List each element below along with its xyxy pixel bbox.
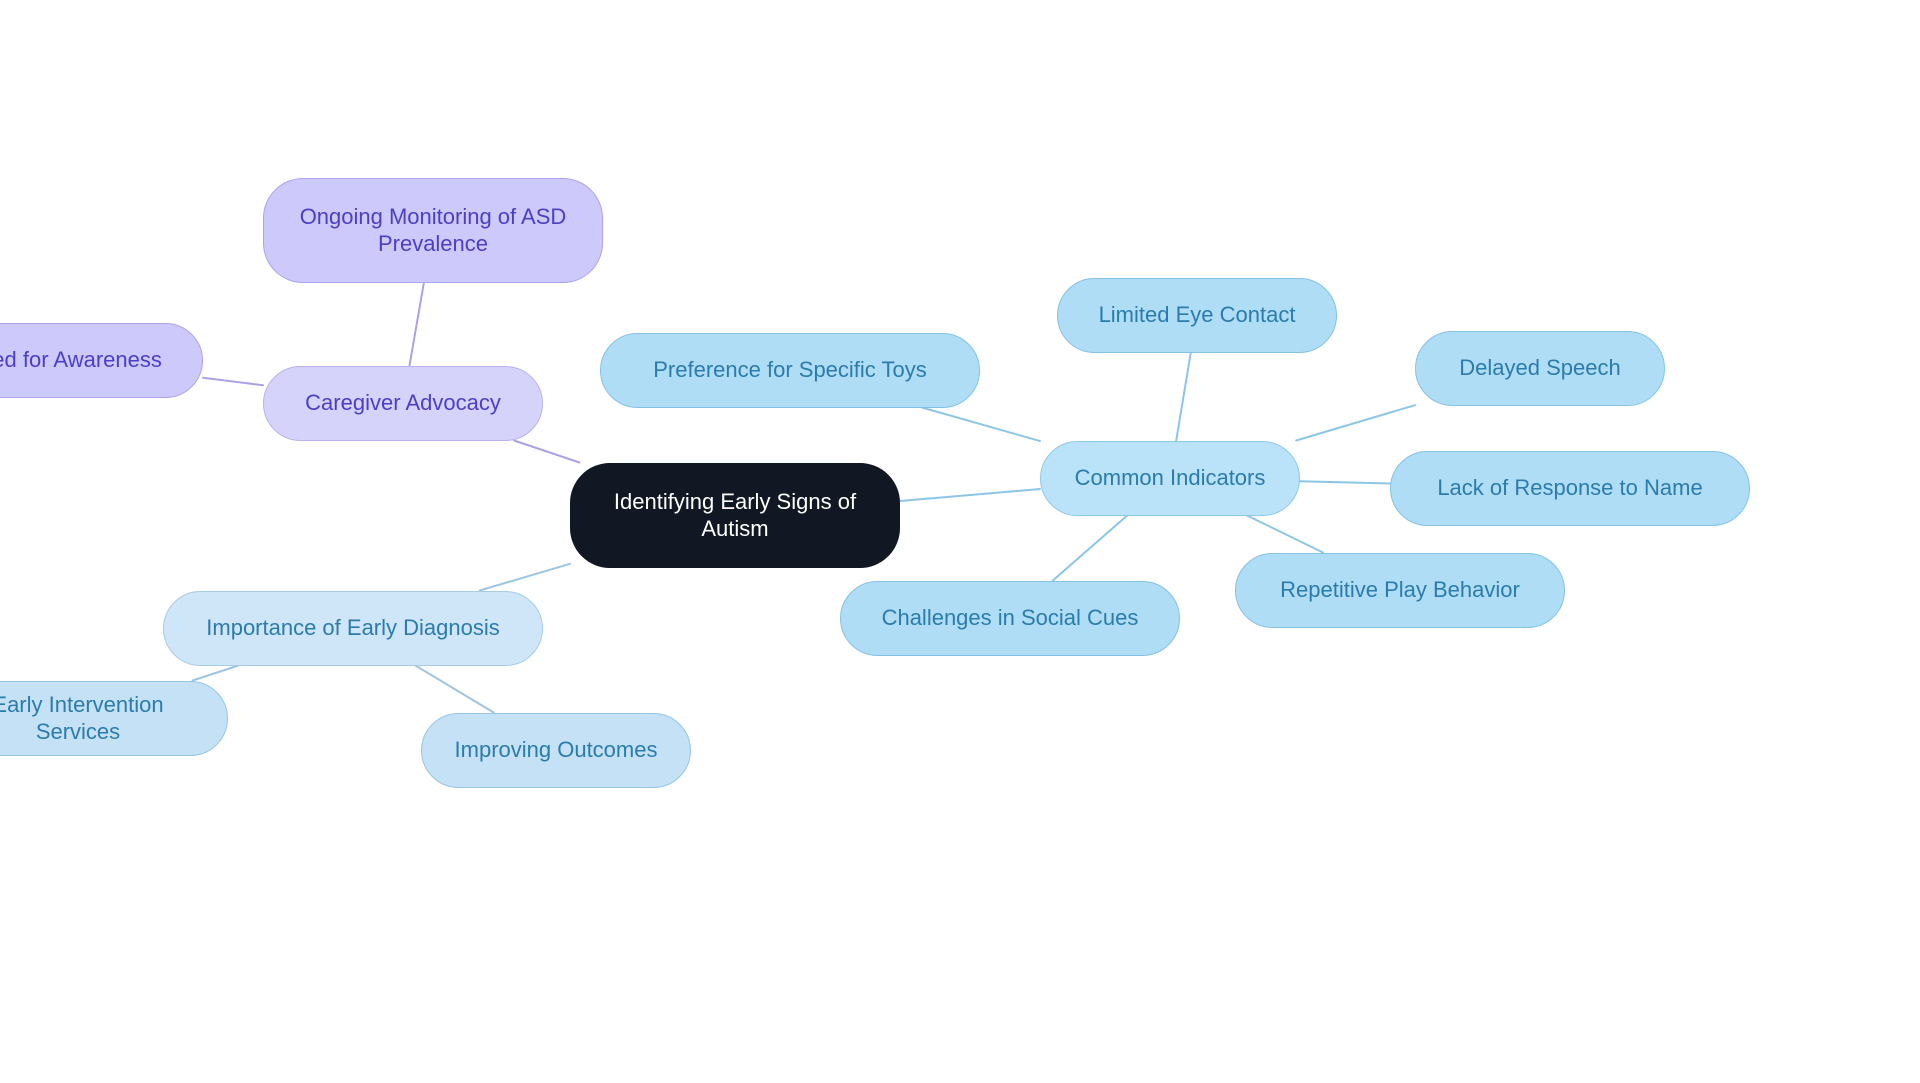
edge	[1176, 353, 1191, 441]
edge	[1296, 405, 1415, 440]
edge	[203, 378, 263, 386]
edge	[1247, 516, 1323, 553]
edge	[410, 283, 424, 366]
edge-layer	[0, 0, 1920, 1083]
node-socialcues: Challenges in Social Cues	[840, 581, 1180, 656]
node-diagnosis: Importance of Early Diagnosis	[163, 591, 543, 666]
node-repetitive: Repetitive Play Behavior	[1235, 553, 1565, 628]
edge	[514, 441, 579, 463]
edge	[480, 564, 570, 591]
node-intervention: Early Intervention Services	[0, 681, 228, 756]
edge	[193, 666, 239, 681]
node-root: Identifying Early Signs of Autism	[570, 463, 900, 568]
node-advocacy: Caregiver Advocacy	[263, 366, 543, 441]
node-eyecontact: Limited Eye Contact	[1057, 278, 1337, 353]
node-monitoring: Ongoing Monitoring of ASD Prevalence	[263, 178, 603, 283]
node-outcomes: Improving Outcomes	[421, 713, 691, 788]
node-preference: Preference for Specific Toys	[600, 333, 980, 408]
mindmap-canvas: Identifying Early Signs of Autism Caregiv…	[0, 0, 1920, 1083]
edge	[922, 408, 1040, 442]
edge	[415, 666, 493, 713]
node-awareness: Need for Awareness	[0, 323, 203, 398]
node-delayed: Delayed Speech	[1415, 331, 1665, 406]
edge	[1300, 481, 1390, 483]
edge	[900, 489, 1040, 501]
edge	[1053, 516, 1127, 581]
node-indicators: Common Indicators	[1040, 441, 1300, 516]
node-lackresp: Lack of Response to Name	[1390, 451, 1750, 526]
